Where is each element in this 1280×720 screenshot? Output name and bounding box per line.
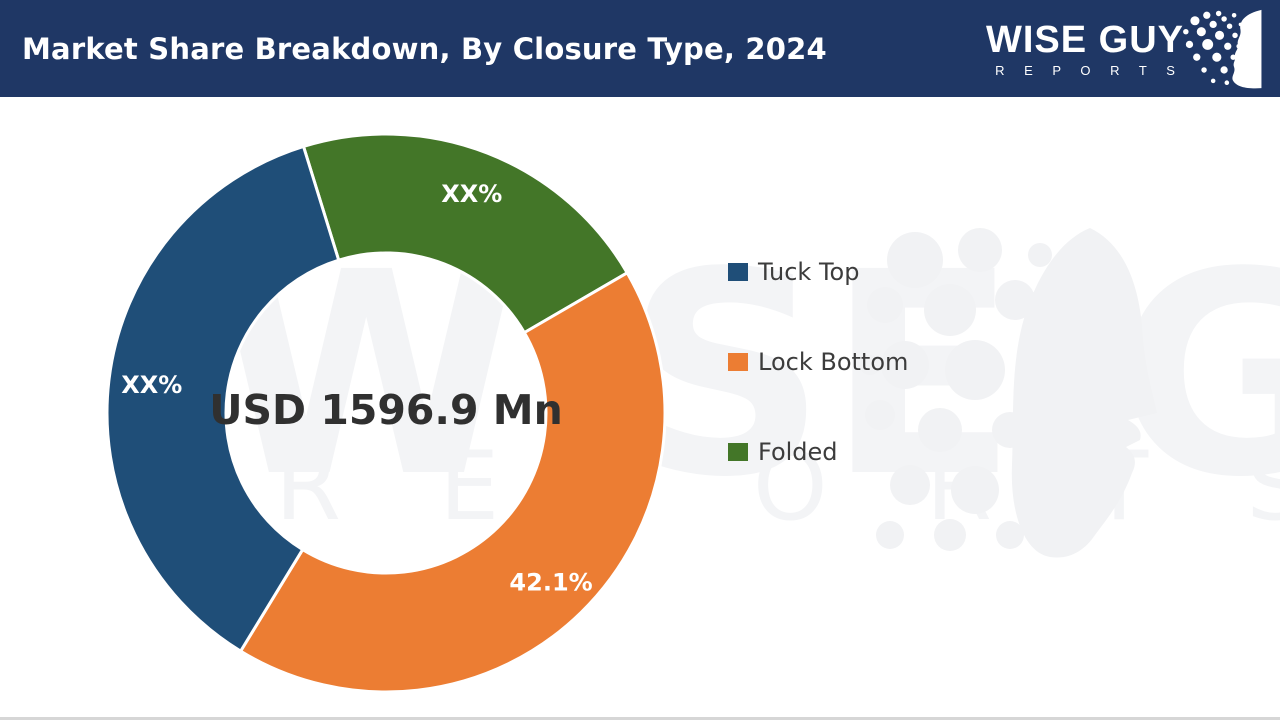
brand-wordmark: WISE GUY R E P O R T S <box>986 21 1184 77</box>
chart-center-value: USD 1596.9 Mn <box>209 386 563 434</box>
segment-value-label: XX% <box>441 180 502 208</box>
legend-item-lock-bottom: Lock Bottom <box>728 348 908 376</box>
chart-legend: Tuck Top Lock Bottom Folded <box>728 258 908 466</box>
legend-item-tuck-top: Tuck Top <box>728 258 908 286</box>
legend-label: Tuck Top <box>758 258 860 286</box>
donut-segment-lock-bottom <box>239 271 667 694</box>
brand-face-icon <box>1183 9 1262 88</box>
segment-value-label: 42.1% <box>509 569 592 597</box>
legend-label: Lock Bottom <box>758 348 909 376</box>
donut-segment-tuck-top <box>105 144 341 653</box>
segment-value-label: XX% <box>121 371 182 399</box>
brand-subtitle: R E P O R T S <box>995 62 1183 78</box>
donut-segment-folded <box>301 132 629 335</box>
legend-swatch-icon <box>728 353 748 371</box>
legend-item-folded: Folded <box>728 438 908 466</box>
brand-logo: WISE GUY R E P O R T S <box>986 8 1280 90</box>
watermark-face-icon <box>860 228 1157 558</box>
legend-swatch-icon <box>728 263 748 281</box>
donut-chart: XX% 42.1% XX% <box>105 132 667 694</box>
legend-swatch-icon <box>728 443 748 461</box>
legend-label: Folded <box>758 438 838 466</box>
page-title: Market Share Breakdown, By Closure Type,… <box>22 31 827 66</box>
header-bar: Market Share Breakdown, By Closure Type,… <box>0 0 1280 97</box>
brand-name: WISE GUY <box>985 18 1184 61</box>
